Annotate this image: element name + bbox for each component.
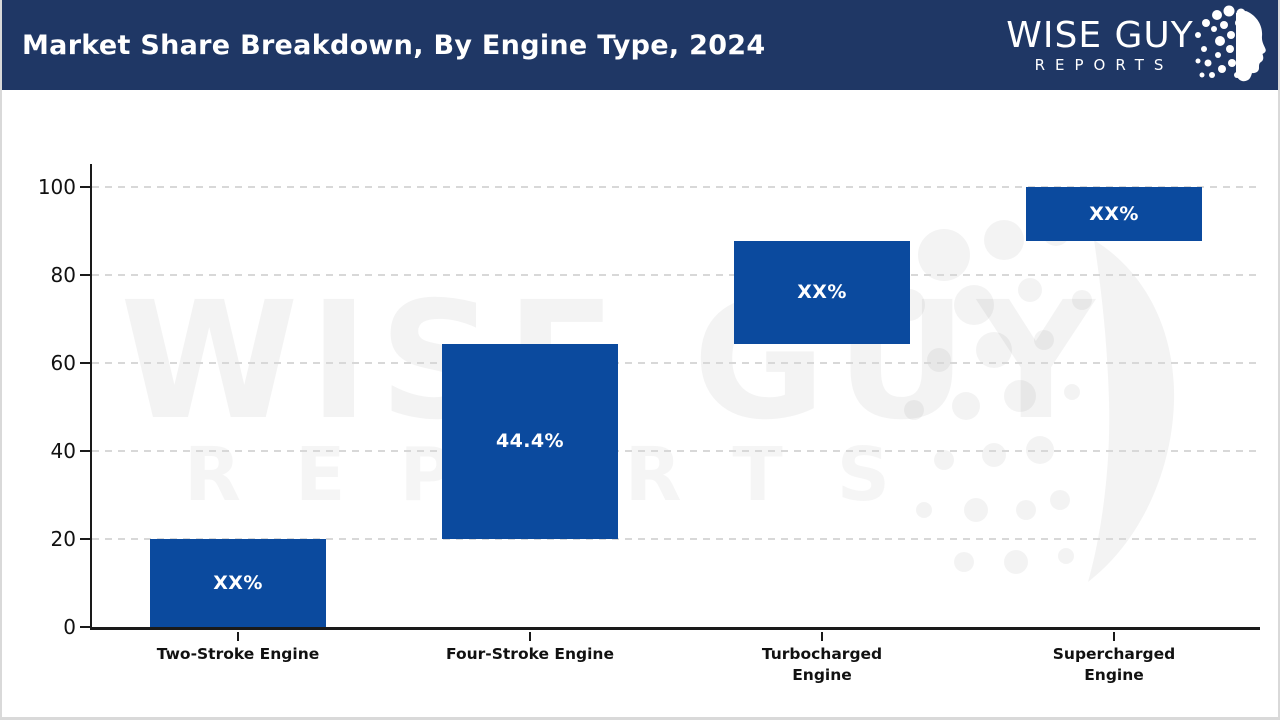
bar-value-label: XX% — [1089, 203, 1139, 226]
x-axis-category-label: Four-Stroke Engine — [446, 645, 614, 663]
x-axis-tick — [1113, 632, 1115, 641]
x-axis-tick — [821, 632, 823, 641]
y-axis-tick-label: 80 — [50, 263, 76, 287]
bar-value-label: XX% — [797, 281, 847, 304]
x-axis-category-label: Two-Stroke Engine — [156, 645, 320, 663]
x-axis-category-label: Turbocharged Engine — [761, 645, 883, 684]
logo-head-icon — [1195, 5, 1266, 82]
logo-wordmark: WISE GUY — [1006, 15, 1194, 56]
bar-value-label: 44.4% — [496, 430, 564, 453]
x-axis-category-label: Supercharged Engine — [1052, 645, 1176, 684]
y-axis-tick-label: 20 — [50, 527, 76, 551]
y-axis-tick — [80, 538, 90, 540]
bar-1: XX% — [150, 539, 326, 627]
gridline — [92, 450, 1258, 452]
y-axis-tick — [80, 274, 90, 276]
gridline — [92, 186, 1258, 188]
x-axis-tick — [237, 632, 239, 641]
watermark-head-icon — [893, 218, 1175, 582]
y-axis-tick — [80, 626, 90, 628]
logo-subtitle: REPORTS — [1034, 56, 1174, 74]
gridline — [92, 274, 1258, 276]
header: Market Share Breakdown, By Engine Type, … — [2, 0, 1278, 90]
logo-text: WISE GUY REPORTS — [1002, 15, 1198, 75]
gridline — [92, 538, 1258, 540]
y-axis-tick — [80, 362, 90, 364]
bar-value-label: XX% — [213, 572, 263, 594]
plot-area: 0 20 40 60 80 100 XX% Two-Stroke Engine 44.4% Fou… — [38, 164, 1260, 684]
bar-4: XX% — [1026, 187, 1202, 242]
bar-3: XX% — [734, 241, 910, 344]
bar-2: 44.4% — [442, 343, 618, 539]
y-axis-tick-label: 0 — [63, 615, 76, 639]
y-axis-tick-label: 60 — [50, 351, 76, 375]
page-title: Market Share Breakdown, By Engine Type, … — [22, 29, 766, 61]
wise-guy-logo: WISE GUY REPORTS — [1002, 5, 1266, 87]
y-axis-tick — [80, 450, 90, 452]
gridline — [92, 362, 1258, 364]
y-axis-tick-label: 40 — [50, 439, 76, 463]
y-axis-tick-label: 100 — [37, 175, 76, 199]
x-axis-tick — [529, 632, 531, 641]
y-axis-tick — [80, 186, 90, 188]
